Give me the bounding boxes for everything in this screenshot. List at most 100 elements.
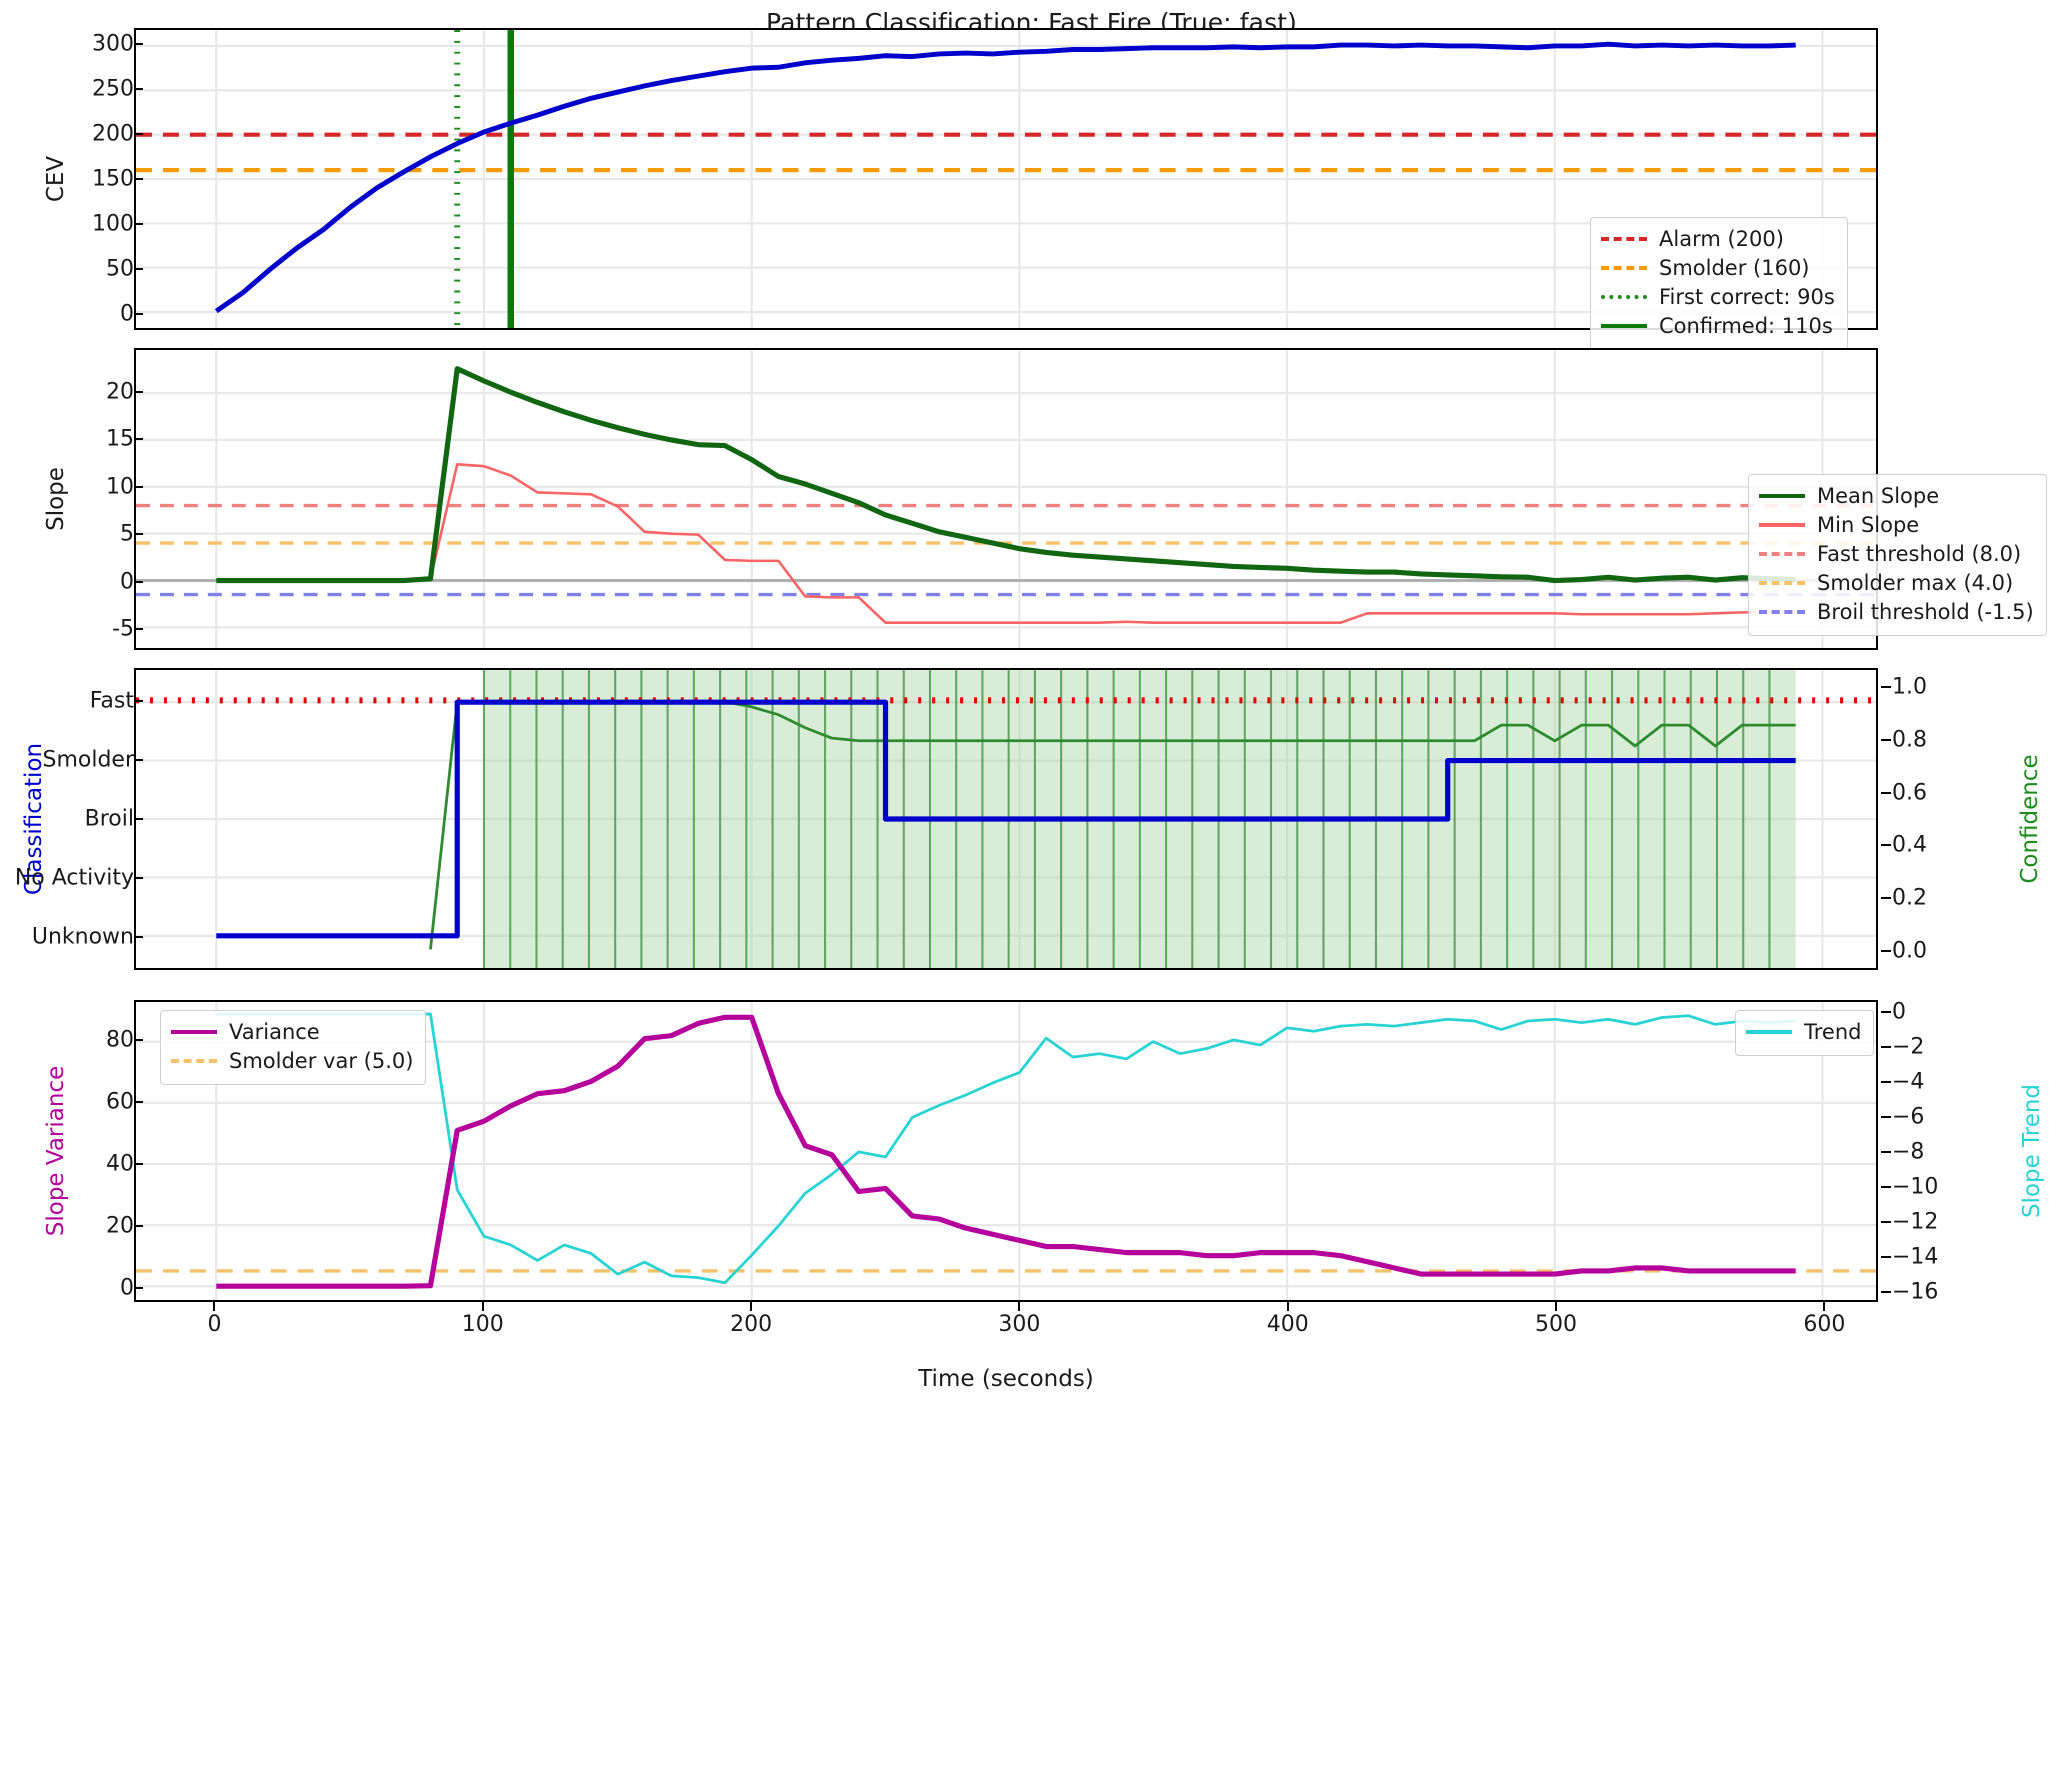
y-tick-label-right: −16 — [1892, 1279, 1939, 1305]
y-tick-mark — [134, 133, 143, 136]
y-tick-label-right: 0.6 — [1892, 780, 1927, 806]
y-tick-label: 60 — [106, 1089, 134, 1115]
y-tick-mark — [134, 1039, 143, 1042]
variance-chart-svg — [136, 1002, 1876, 1300]
legend-label: Fast threshold (8.0) — [1817, 541, 2022, 566]
min-slope-curve — [216, 463, 1796, 624]
classification-tick-label: Smolder — [42, 747, 134, 773]
classification-tick-label: Broil — [84, 806, 134, 832]
classification-plot-area — [134, 668, 1878, 970]
trend-y-axis-label: Slope Trend — [2019, 1083, 2045, 1219]
y-tick-label: 0 — [120, 1275, 134, 1301]
y-tick-label-right: 0 — [1892, 999, 1906, 1025]
cev-chart-svg — [136, 30, 1876, 328]
y-tick-label-right: −4 — [1892, 1069, 1925, 1095]
legend-item: Smolder (160) — [1601, 254, 1835, 283]
x-tick-label: 0 — [207, 1312, 222, 1337]
y-tick-mark-right — [1881, 685, 1891, 688]
legend-swatch-solid — [1746, 1030, 1792, 1035]
legend-label: Smolder (160) — [1659, 255, 1810, 280]
y-tick-mark-right — [1881, 738, 1891, 741]
y-tick-mark-right — [1881, 1185, 1891, 1188]
classification-tick-label: No Activity — [14, 865, 134, 891]
y-tick-label: 250 — [92, 76, 134, 102]
legend-label: Mean Slope — [1817, 484, 1940, 508]
y-tick-mark-right — [1881, 1046, 1891, 1049]
y-tick-label-right: −10 — [1892, 1174, 1939, 1200]
y-tick-label-right: 0.0 — [1892, 938, 1927, 964]
y-tick-mark-right — [1881, 950, 1891, 953]
legend-item: Confirmed: 110s — [1601, 312, 1835, 341]
x-tick-mark — [481, 1302, 484, 1311]
y-tick-label: 150 — [92, 166, 134, 192]
slope-plot-area — [134, 348, 1878, 650]
legend-swatch-solid — [171, 1030, 217, 1035]
cev-curve — [214, 41, 1796, 314]
y-tick-label: 5 — [120, 521, 134, 547]
legend-swatch-dashed — [1759, 610, 1805, 615]
legend-item: Smolder max (4.0) — [1759, 569, 2034, 598]
legend-swatch-dashed — [1759, 581, 1805, 586]
legend-swatch-dashed — [171, 1059, 217, 1064]
slope-chart-svg — [136, 350, 1876, 648]
y-tick-mark — [134, 1225, 143, 1228]
legend-label: Broil threshold (-1.5) — [1817, 599, 2034, 624]
y-tick-label: 80 — [106, 1027, 134, 1053]
y-tick-mark-right — [1881, 1011, 1891, 1014]
legend-label: First correct: 90s — [1659, 284, 1835, 309]
legend-swatch-dashed — [1759, 552, 1805, 557]
y-tick-mark — [134, 1287, 143, 1290]
x-axis-label: Time (seconds) — [918, 1366, 1094, 1392]
y-tick-mark — [134, 88, 143, 91]
y-tick-label-right: −8 — [1892, 1139, 1925, 1165]
y-tick-mark — [134, 1101, 143, 1104]
legend-label: Smolder var (5.0) — [229, 1048, 414, 1073]
y-tick-mark-right — [1881, 1290, 1891, 1293]
x-tick-mark — [1823, 1302, 1826, 1311]
legend-item: First correct: 90s — [1601, 283, 1835, 312]
y-tick-label: 200 — [92, 121, 134, 147]
y-tick-mark — [134, 267, 143, 270]
classification-step-curve — [216, 699, 1796, 939]
y-tick-label: 0 — [120, 301, 134, 327]
y-tick-mark-right — [1881, 1150, 1891, 1153]
legend-item: Smolder var (5.0) — [171, 1047, 413, 1076]
x-tick-label: 600 — [1803, 1312, 1846, 1337]
y-tick-mark-right — [1881, 1115, 1891, 1118]
y-tick-label: 50 — [106, 256, 134, 282]
y-tick-mark — [134, 485, 143, 488]
y-tick-label: -5 — [112, 616, 134, 642]
x-tick-mark — [750, 1302, 753, 1311]
classification-panel — [134, 668, 1878, 970]
legend-swatch-solid — [1759, 523, 1805, 528]
trend-curve — [216, 1012, 1796, 1285]
legend-label: Confirmed: 110s — [1659, 313, 1833, 338]
y-tick-mark — [134, 390, 143, 393]
legend-swatch-dashed — [1601, 266, 1647, 271]
confidence-y-axis-label: Confidence — [2017, 754, 2043, 884]
y-tick-mark-right — [1881, 897, 1891, 900]
y-tick-label-right: −14 — [1892, 1244, 1939, 1270]
y-tick-label: 300 — [92, 31, 134, 57]
legend-item: Min Slope — [1759, 511, 2034, 540]
y-tick-mark — [134, 222, 143, 225]
legend-label: Alarm (200) — [1659, 227, 1784, 251]
y-tick-mark — [134, 758, 143, 761]
cev-panel — [134, 28, 1878, 330]
legend-item: Alarm (200) — [1601, 225, 1835, 254]
trend-legend: Trend — [1735, 1010, 1875, 1056]
classification-chart-svg — [136, 670, 1876, 968]
x-tick-mark — [213, 1302, 216, 1311]
legend-swatch-dashed — [1601, 237, 1647, 242]
slope-panel — [134, 348, 1878, 650]
legend-item: Mean Slope — [1759, 482, 2034, 511]
y-tick-label: 20 — [106, 1213, 134, 1239]
legend-label: Trend — [1804, 1020, 1862, 1044]
y-tick-label: 0 — [120, 569, 134, 595]
y-tick-mark-right — [1881, 1081, 1891, 1084]
y-tick-label-right: 0.4 — [1892, 832, 1927, 858]
y-tick-mark — [134, 936, 143, 939]
y-tick-mark-right — [1881, 1255, 1891, 1258]
y-tick-mark-right — [1881, 791, 1891, 794]
y-tick-label: 15 — [106, 426, 134, 452]
